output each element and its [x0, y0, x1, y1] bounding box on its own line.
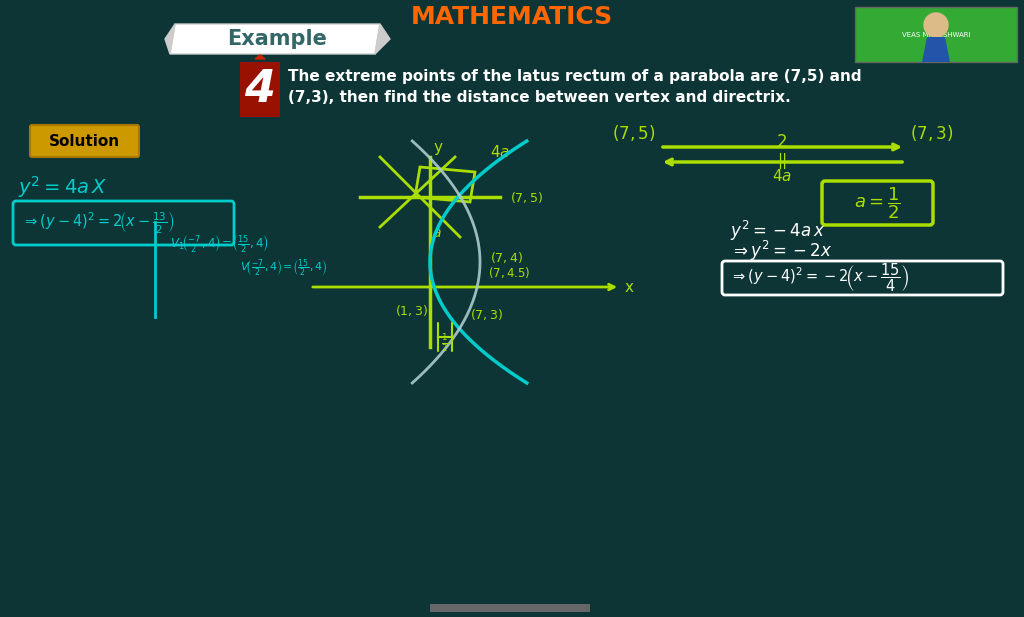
Text: (7,3), then find the distance between vertex and directrix.: (7,3), then find the distance between ve…	[288, 89, 791, 104]
FancyBboxPatch shape	[30, 125, 139, 157]
Text: $a$: $a$	[432, 226, 441, 240]
Circle shape	[924, 13, 948, 37]
Text: $(7,3)$: $(7,3)$	[910, 123, 953, 143]
Text: $4a$: $4a$	[490, 144, 510, 160]
Text: $y^2 = -4a\,x$: $y^2 = -4a\,x$	[730, 219, 825, 243]
FancyBboxPatch shape	[855, 7, 1017, 62]
Text: Solution: Solution	[48, 133, 120, 149]
Text: The extreme points of the latus rectum of a parabola are (7,5) and: The extreme points of the latus rectum o…	[288, 70, 861, 85]
Text: $\frac{1}{2}$: $\frac{1}{2}$	[441, 333, 449, 354]
Text: $(7,4)$: $(7,4)$	[490, 250, 523, 265]
Text: 2: 2	[776, 133, 787, 151]
Text: $\Rightarrow (y-4)^2 = 2\!\left(x-\frac{13}{2}\right)$: $\Rightarrow (y-4)^2 = 2\!\left(x-\frac{…	[22, 210, 174, 236]
Text: 4: 4	[245, 68, 275, 112]
Text: x: x	[625, 280, 634, 294]
Text: $(7,5)$: $(7,5)$	[510, 190, 543, 205]
Text: ||: ||	[777, 153, 787, 169]
Polygon shape	[255, 55, 265, 59]
FancyBboxPatch shape	[430, 604, 590, 612]
Text: $4a$: $4a$	[772, 168, 792, 184]
Text: $\Rightarrow y^2 = -2x$: $\Rightarrow y^2 = -2x$	[730, 239, 833, 263]
Text: $(7,4.5)$: $(7,4.5)$	[488, 265, 530, 280]
Text: $V\!\left(\frac{-7}{2},4\right)\!=\!\left(\frac{15}{2},4\right)$: $V\!\left(\frac{-7}{2},4\right)\!=\!\lef…	[240, 258, 328, 280]
Text: $y^2 = 4a\,X$: $y^2 = 4a\,X$	[18, 174, 108, 200]
Text: $\Rightarrow (y-4)^2 = -2\!\left(x-\dfrac{15}{4}\right)$: $\Rightarrow (y-4)^2 = -2\!\left(x-\dfra…	[730, 262, 909, 294]
Polygon shape	[922, 37, 950, 62]
Polygon shape	[165, 24, 175, 54]
Text: $(1,3)$: $(1,3)$	[395, 303, 428, 318]
Text: VEAS MAHESHWARI: VEAS MAHESHWARI	[902, 32, 971, 38]
Text: $(7,5)$: $(7,5)$	[612, 123, 655, 143]
Polygon shape	[375, 24, 390, 54]
FancyBboxPatch shape	[240, 62, 280, 117]
Polygon shape	[170, 24, 380, 54]
Text: $a = \dfrac{1}{2}$: $a = \dfrac{1}{2}$	[854, 185, 900, 221]
Text: Example: Example	[227, 29, 327, 49]
Text: y: y	[433, 140, 442, 155]
Text: $V_1\!\left(\frac{-7}{2},4\right)\!=\!\left(\frac{15}{2},4\right)$: $V_1\!\left(\frac{-7}{2},4\right)\!=\!\l…	[170, 233, 269, 254]
Text: $(7,3)$: $(7,3)$	[470, 307, 503, 322]
Text: MATHEMATICS: MATHEMATICS	[411, 5, 613, 29]
